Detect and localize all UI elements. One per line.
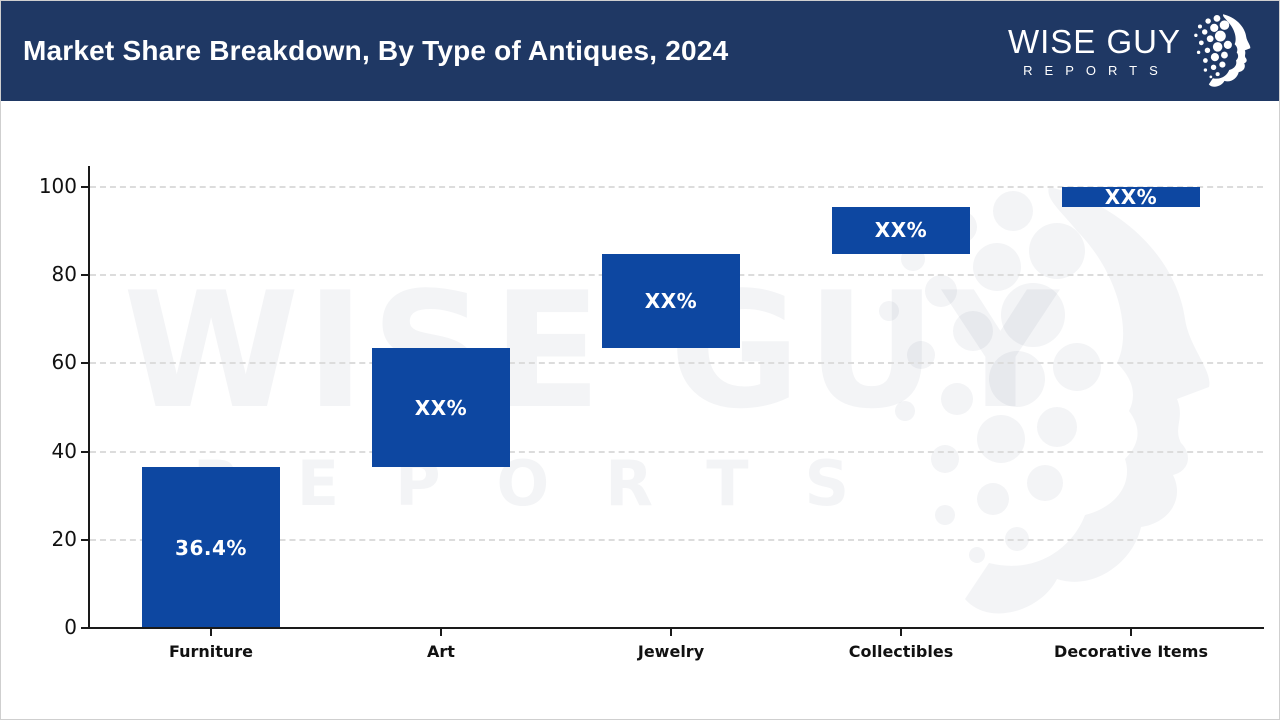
watermark-brand-subtitle: REPORTS (193, 447, 906, 520)
bar-art: XX% (372, 347, 510, 468)
y-tick-40 (81, 450, 88, 453)
gridline-100 (90, 186, 1263, 188)
x-tick-label-2: Jewelry (637, 642, 705, 661)
x-tick-1 (440, 629, 442, 636)
gridline-60 (90, 362, 1263, 365)
bar-value-label: XX% (1104, 184, 1158, 209)
gridline-40 (90, 450, 1263, 453)
x-tick-label-1: Art (427, 642, 455, 661)
y-tick-label-80: 80 (51, 262, 77, 287)
y-tick-label-20: 20 (51, 526, 77, 551)
bar-jewelry: XX% (602, 254, 740, 348)
brand-logo-text: WISE GUY REPORTS (1008, 25, 1181, 77)
x-tick-label-4: Decorative Items (1054, 642, 1208, 661)
y-tick-100 (81, 186, 88, 188)
brand-name: WISE GUY (1007, 23, 1181, 60)
x-tick-label-0: Furniture (168, 642, 254, 661)
bar-value-label: XX% (874, 218, 928, 243)
brand-logo: WISE GUY REPORTS (1008, 8, 1253, 94)
gridline-20 (90, 538, 1263, 541)
x-axis-line (88, 627, 1264, 629)
y-tick-20 (81, 538, 88, 541)
y-tick-60 (81, 362, 88, 365)
bar-value-label: XX% (414, 395, 468, 420)
y-tick-label-0: 0 (64, 615, 77, 639)
x-tick-0 (210, 629, 212, 636)
x-tick-2 (670, 629, 672, 636)
y-tick-label-40: 40 (51, 438, 77, 463)
y-tick-label-100: 100 (38, 174, 77, 198)
x-tick-4 (1130, 629, 1132, 636)
bar-decorative-items: XX% (1062, 184, 1200, 209)
header-bar: Market Share Breakdown, By Type of Antiq… (1, 1, 1279, 101)
y-axis-line (88, 166, 90, 629)
x-tick-label-3: Collectibles (848, 642, 954, 661)
bar-collectibles: XX% (832, 206, 970, 255)
bar-furniture: 36.4% (142, 467, 280, 628)
page-title: Market Share Breakdown, By Type of Antiq… (23, 35, 729, 66)
brand-subtitle: REPORTS (1023, 63, 1170, 78)
x-tick-3 (900, 629, 902, 636)
bar-value-label: 36.4% (175, 535, 247, 560)
y-tick-0 (81, 627, 88, 629)
y-tick-80 (81, 274, 88, 277)
y-tick-label-60: 60 (51, 350, 77, 375)
bar-value-label: XX% (644, 288, 698, 313)
